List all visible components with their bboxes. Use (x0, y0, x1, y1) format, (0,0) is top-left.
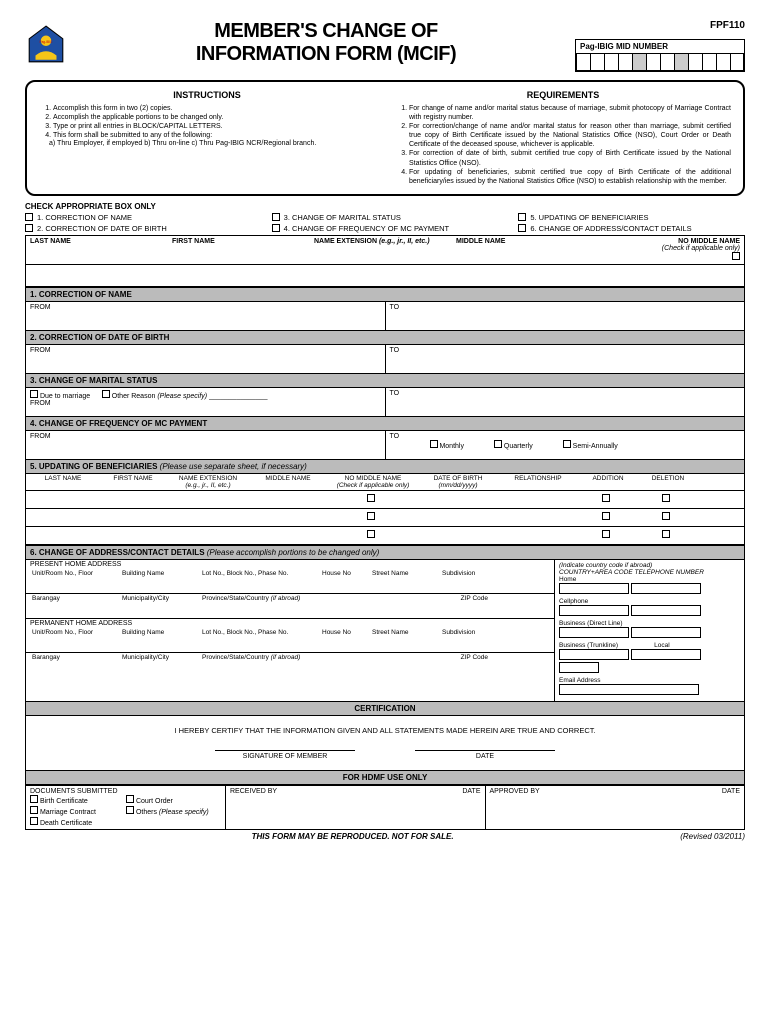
permanent-address-label: PERMANENT HOME ADDRESS (26, 619, 554, 628)
s4-to[interactable]: TO Monthly Quarterly Semi-Annually (386, 431, 745, 459)
s3-from[interactable]: Due to marriage Other Reason (Please spe… (26, 388, 386, 416)
certification-body: I HEREBY CERTIFY THAT THE INFORMATION GI… (26, 716, 744, 770)
checkbox-due-marriage[interactable] (30, 390, 38, 398)
beneficiary-header: LAST NAME FIRST NAME NAME EXTENSION(e.g.… (26, 474, 744, 491)
checkbox-semi[interactable] (563, 440, 571, 448)
checkbox-quarterly[interactable] (494, 440, 502, 448)
hdmf-header: FOR HDMF USE ONLY (26, 770, 744, 785)
cellphone-input[interactable] (559, 605, 629, 616)
section-3-header: 3. CHANGE OF MARITAL STATUS (26, 373, 744, 388)
s1-to[interactable]: TO (386, 302, 745, 330)
contact-details: (Indicate country code if abroad) COUNTR… (554, 560, 744, 701)
section-6-header: 6. CHANGE OF ADDRESS/CONTACT DETAILS (Pl… (26, 545, 744, 560)
s3-to[interactable]: TO (386, 388, 745, 416)
name-header-row: LAST NAME FIRST NAME NAME EXTENSION (e.g… (26, 236, 744, 265)
s4-from[interactable]: FROM (26, 431, 386, 459)
checkbox-others[interactable] (126, 806, 134, 814)
permanent-addr-line1[interactable] (26, 637, 554, 653)
instructions-box: INSTRUCTIONS Accomplish this form in two… (25, 80, 745, 196)
present-address-label: PRESENT HOME ADDRESS (26, 560, 554, 569)
checkbox-court-order[interactable] (126, 795, 134, 803)
date-line[interactable] (415, 750, 555, 751)
checkbox-birth-cert[interactable] (30, 795, 38, 803)
business-direct-input[interactable] (559, 627, 629, 638)
present-addr-line1[interactable] (26, 578, 554, 594)
s2-from[interactable]: FROM (26, 345, 386, 373)
checkbox-no-middle[interactable] (732, 252, 740, 260)
beneficiary-row[interactable] (26, 491, 744, 509)
checkbox-other-reason[interactable] (102, 390, 110, 398)
s2-to[interactable]: TO (386, 345, 745, 373)
checkbox-correction-dob[interactable] (25, 224, 33, 232)
received-by[interactable]: RECEIVED BYDATE (226, 786, 486, 829)
approved-by[interactable]: APPROVED BYDATE (486, 786, 745, 829)
footer: THIS FORM MAY BE REPRODUCED. NOT FOR SAL… (25, 832, 745, 841)
checkbox-mc-frequency[interactable] (272, 224, 280, 232)
check-box-header: CHECK APPROPRIATE BOX ONLY (25, 202, 745, 211)
section-4-header: 4. CHANGE OF FREQUENCY OF MC PAYMENT (26, 416, 744, 431)
permanent-addr-line2[interactable] (26, 662, 554, 678)
signature-line[interactable] (215, 750, 355, 751)
business-trunk-input[interactable] (559, 649, 629, 660)
home-phone-input[interactable] (559, 583, 629, 594)
checkbox-address[interactable] (518, 224, 526, 232)
checkbox-death-cert[interactable] (30, 817, 38, 825)
checkbox-options: 1. CORRECTION OF NAME 2. CORRECTION OF D… (25, 213, 745, 233)
checkbox-marital-status[interactable] (272, 213, 280, 221)
name-input[interactable] (26, 265, 744, 287)
mid-number-box: Pag-IBIG MID NUMBER (575, 39, 745, 72)
mid-number-input[interactable] (576, 53, 744, 71)
svg-text:Pag-IBIG: Pag-IBIG (40, 40, 53, 44)
section-2-header: 2. CORRECTION OF DATE OF BIRTH (26, 330, 744, 345)
documents-submitted: DOCUMENTS SUBMITTED Birth Certificate Ma… (26, 786, 226, 829)
beneficiary-row[interactable] (26, 509, 744, 527)
section-1-header: 1. CORRECTION OF NAME (26, 287, 744, 302)
form-title: MEMBER'S CHANGE OF INFORMATION FORM (MCI… (77, 20, 575, 66)
checkbox-correction-name[interactable] (25, 213, 33, 221)
pagibig-logo: Pag-IBIG (25, 24, 67, 66)
beneficiary-row[interactable] (26, 527, 744, 545)
email-input[interactable] (559, 684, 699, 695)
certification-header: CERTIFICATION (26, 701, 744, 716)
checkbox-monthly[interactable] (430, 440, 438, 448)
present-addr-line2[interactable] (26, 603, 554, 619)
checkbox-marriage-cert[interactable] (30, 806, 38, 814)
s1-from[interactable]: FROM (26, 302, 386, 330)
section-5-header: 5. UPDATING OF BENEFICIARIES (Please use… (26, 459, 744, 474)
form-code: FPF110 (710, 20, 745, 31)
checkbox-beneficiaries[interactable] (518, 213, 526, 221)
